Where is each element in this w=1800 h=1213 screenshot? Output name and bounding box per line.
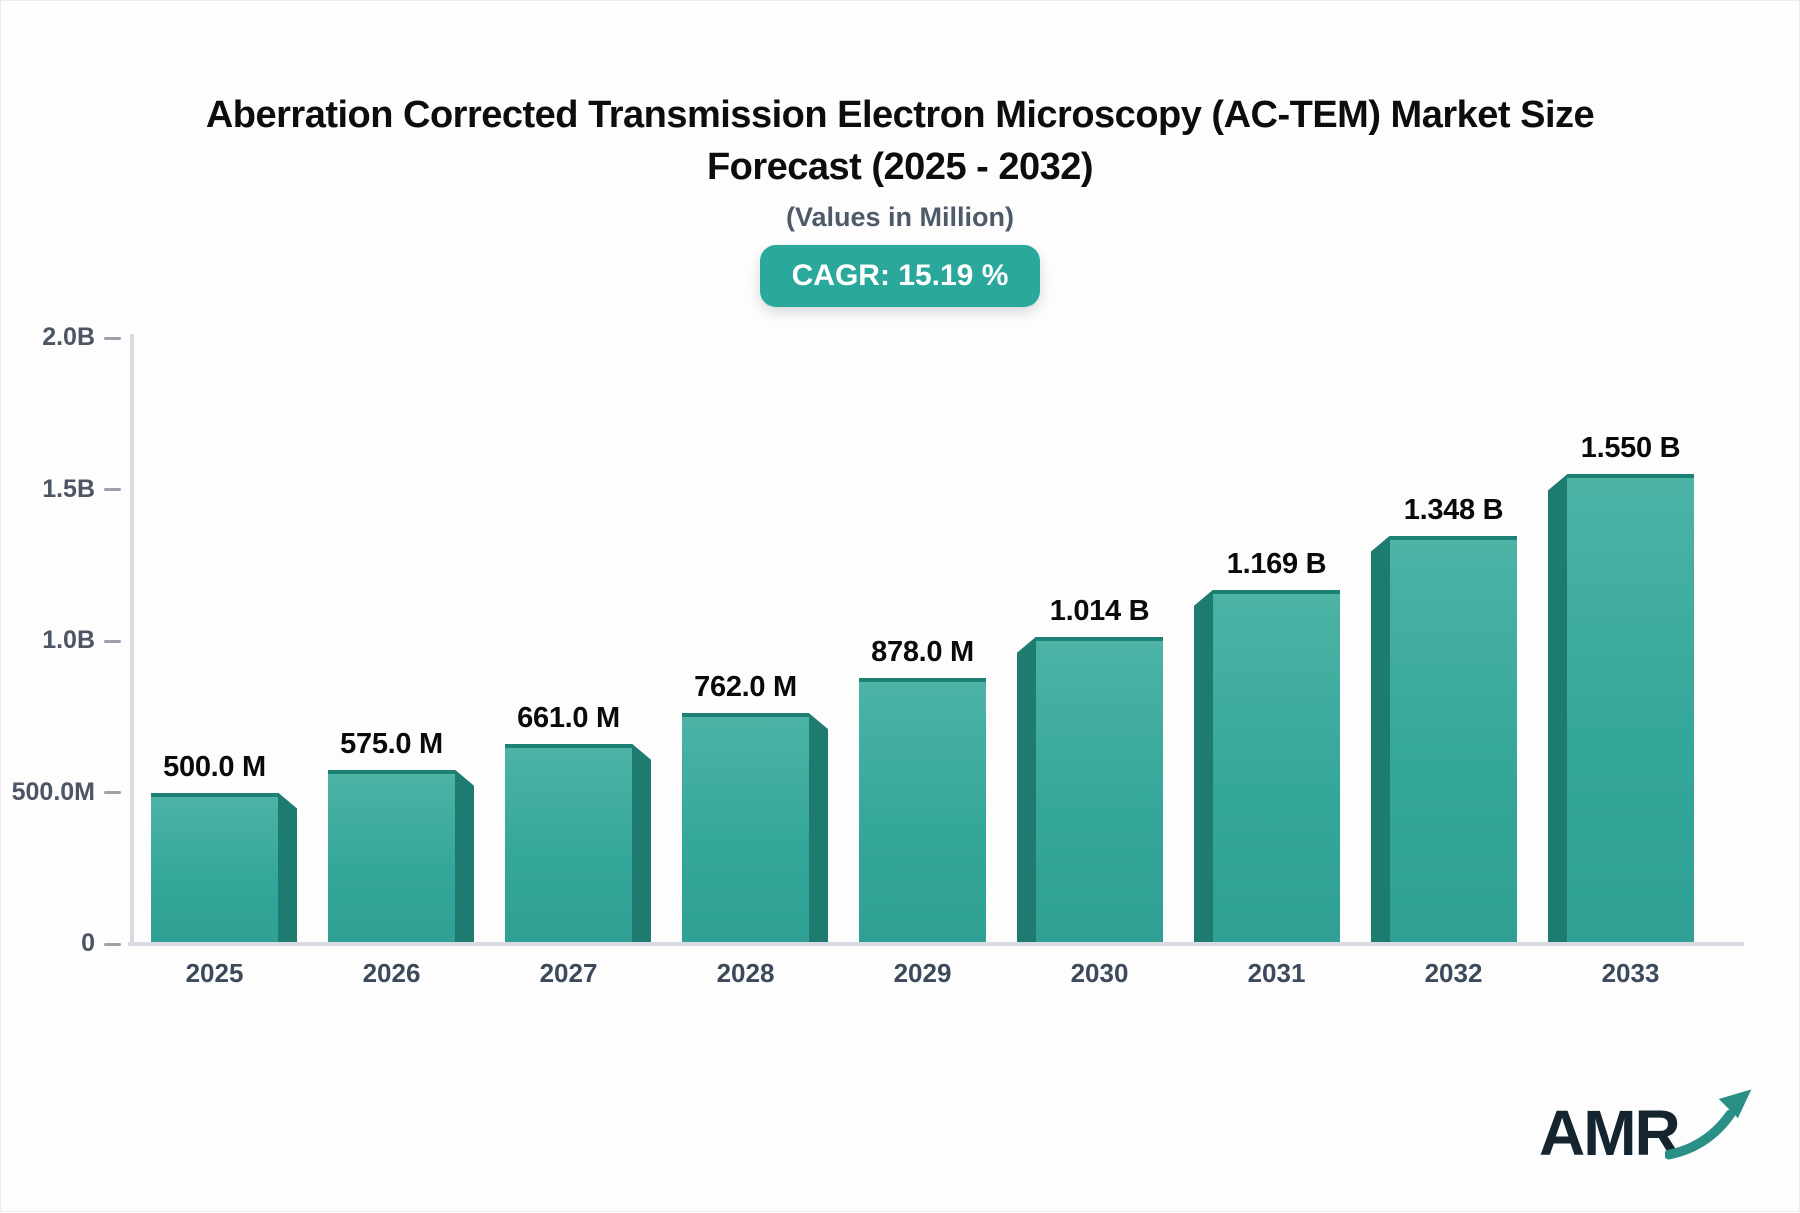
x-axis-line	[128, 942, 1744, 946]
bar-value-label: 1.169 B	[1226, 547, 1327, 580]
bar-2029	[859, 677, 986, 942]
y-tick-label: 0	[81, 929, 95, 957]
x-category-label: 2029	[893, 958, 952, 988]
amr-logo-link[interactable]: AMR	[1539, 1083, 1761, 1165]
chart-title-line1: Aberration Corrected Transmission Electr…	[205, 94, 1595, 136]
bar-2031	[1213, 589, 1340, 942]
x-category-label: 2025	[185, 958, 244, 988]
bar-2030	[1036, 636, 1163, 942]
cagr-badge: CAGR: 15.19 %	[759, 245, 1041, 307]
y-tick-label: 2.0B	[42, 323, 95, 351]
x-category-label: 2030	[1070, 958, 1129, 988]
bar-2025	[151, 792, 278, 942]
y-tick-dash	[104, 639, 121, 643]
y-axis-line	[130, 334, 134, 946]
chart-title: Aberration Corrected Transmission Electr…	[1, 89, 1799, 193]
bar-2033	[1567, 474, 1694, 942]
bar-2026	[328, 769, 455, 942]
x-category-label: 2026	[362, 958, 421, 988]
y-tick-label: 1.0B	[42, 626, 95, 654]
y-tick-dash	[104, 942, 121, 946]
bar-value-label: 1.550 B	[1580, 432, 1681, 465]
bar-side	[809, 713, 828, 942]
x-category-label: 2033	[1601, 958, 1660, 988]
x-category-label: 2031	[1247, 958, 1306, 988]
chart-subtitle: (Values in Million)	[785, 202, 1015, 232]
amr-logo-text: AMR	[1539, 1097, 1681, 1169]
bar-side	[1017, 636, 1036, 942]
bar-side	[455, 769, 474, 942]
bar-value-label: 878.0 M	[871, 635, 974, 668]
y-tick-label: 500.0M	[11, 777, 95, 806]
bar-2027	[505, 743, 632, 942]
y-tick-dash	[104, 336, 121, 340]
bar-side	[1371, 535, 1390, 942]
bar-2028	[682, 713, 809, 942]
y-tick-label: 1.5B	[42, 474, 95, 503]
x-category-label: 2028	[716, 958, 775, 988]
bar-2032	[1390, 535, 1517, 942]
bar-value-label: 661.0 M	[517, 701, 620, 734]
bar-value-label: 762.0 M	[694, 671, 797, 704]
chart-header: Aberration Corrected Transmission Electr…	[1, 89, 1799, 307]
bar-value-label: 1.014 B	[1049, 594, 1150, 627]
bar-side	[632, 743, 651, 942]
chart-title-line2: Forecast (2025 - 2032)	[706, 146, 1094, 188]
bar-side	[1194, 589, 1213, 942]
bar-side	[1548, 474, 1567, 942]
y-tick-dash	[104, 791, 121, 794]
y-tick-dash	[104, 488, 121, 491]
bar-value-label: 1.348 B	[1403, 493, 1504, 526]
bar-value-label: 500.0 M	[163, 750, 266, 783]
upward-trend-arrow-icon	[1664, 1089, 1752, 1160]
bar-side	[278, 792, 297, 942]
bar-value-label: 575.0 M	[340, 727, 443, 760]
x-category-label: 2027	[539, 958, 598, 988]
x-category-label: 2032	[1424, 958, 1483, 988]
